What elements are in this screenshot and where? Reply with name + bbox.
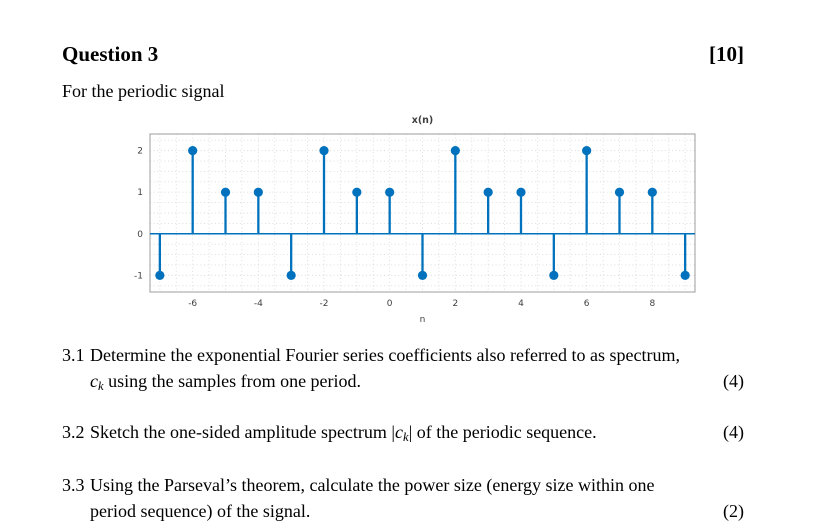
question-3-3-number: 3.3 <box>62 475 85 496</box>
intro-text: For the periodic signal <box>62 81 225 101</box>
svg-text:2: 2 <box>452 299 458 309</box>
svg-text:4: 4 <box>518 299 524 309</box>
math-variable-c: c <box>395 422 404 443</box>
question-3-3-text-continued: period sequence) of the signal. <box>90 501 311 522</box>
math-variable-c: c <box>90 371 98 391</box>
question-3-2: 3.2 Sketch the one-sided amplitude spectr… <box>62 419 744 450</box>
question-3-1-line-2: ck using the samples from one period. (4… <box>62 368 744 399</box>
svg-text:-2: -2 <box>320 299 329 309</box>
question-3-3: 3.3 Using the Parseval’s theorem, calcul… <box>62 472 744 524</box>
question-3-1-text-continued: ck using the samples from one period. <box>90 368 361 399</box>
question-3-3-line-2: period sequence) of the signal. (2) <box>62 498 744 524</box>
svg-text:x(n): x(n) <box>412 115 434 126</box>
question-3-2-text-pre: Sketch the one-sided amplitude spectrum … <box>90 422 396 443</box>
question-3-3-text: Using the Parseval’s theorem, calculate … <box>90 475 655 496</box>
svg-text:0: 0 <box>137 230 143 240</box>
question-header: Question 3 [10] <box>62 42 744 67</box>
svg-text:-6: -6 <box>188 299 197 309</box>
question-3-1-marks: (4) <box>723 371 744 391</box>
svg-text:-4: -4 <box>254 299 263 309</box>
math-subscript-k: k <box>403 430 409 445</box>
svg-text:6: 6 <box>584 299 590 309</box>
question-3-2-line: 3.2 Sketch the one-sided amplitude spectr… <box>62 419 744 450</box>
svg-text:2: 2 <box>137 147 143 157</box>
svg-text:n: n <box>420 315 426 325</box>
svg-text:0: 0 <box>387 299 393 309</box>
question-3-1-line-1: 3.1 Determine the exponential Fourier se… <box>62 342 744 368</box>
question-3-1-text-rest: using the samples from one period. <box>103 371 362 391</box>
question-3-2-marks: (4) <box>723 422 744 443</box>
signal-stem-plot: -6 -4 -2 0 2 4 6 8 -1 0 1 2 x(n) n <box>125 106 725 328</box>
question-3-1: 3.1 Determine the exponential Fourier se… <box>62 342 744 399</box>
svg-text:1: 1 <box>137 188 143 198</box>
question-3-1-number: 3.1 <box>62 345 85 365</box>
stem-chart-svg: -6 -4 -2 0 2 4 6 8 -1 0 1 2 x(n) n <box>134 115 696 325</box>
question-3-2-text-wrap: 3.2 Sketch the one-sided amplitude spectr… <box>62 419 597 450</box>
question-title: Question 3 <box>62 42 159 66</box>
question-3-2-text-post: | of the periodic sequence. <box>408 422 597 443</box>
question-3-2-number: 3.2 <box>62 422 85 443</box>
question-3-1-text: Determine the exponential Fourier series… <box>90 345 680 365</box>
svg-text:8: 8 <box>649 299 655 309</box>
question-total-marks: [10] <box>709 42 744 66</box>
svg-text:-1: -1 <box>134 271 143 281</box>
question-3-3-line-1: 3.3 Using the Parseval’s theorem, calcul… <box>62 472 744 498</box>
question-3-3-marks: (2) <box>723 501 744 522</box>
math-subscript-k: k <box>98 379 104 394</box>
